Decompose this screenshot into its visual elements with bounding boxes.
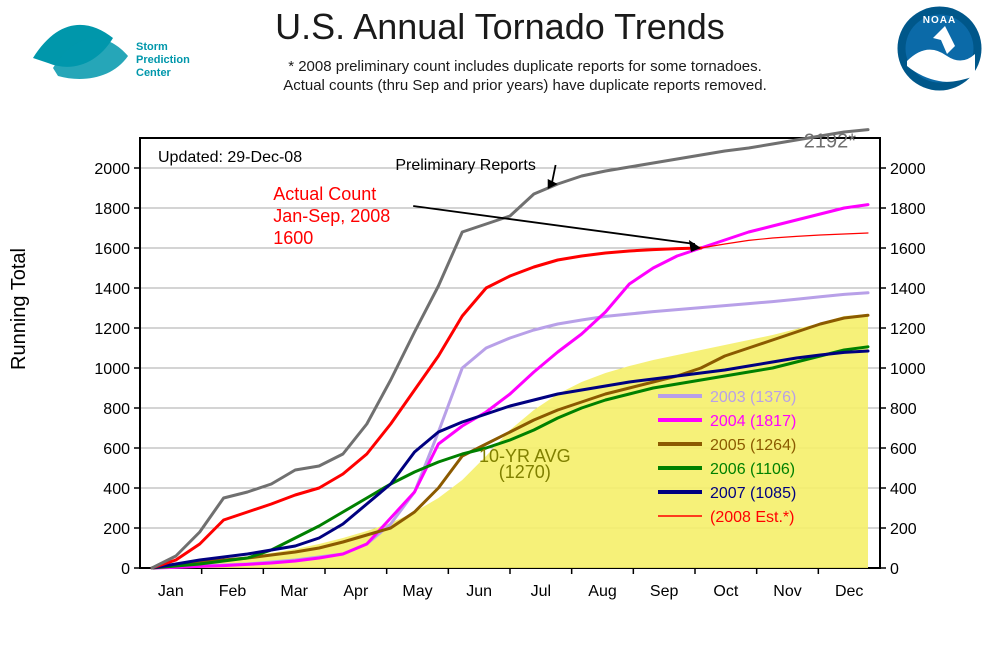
svg-text:800: 800 — [890, 401, 917, 418]
svg-text:800: 800 — [103, 401, 130, 418]
svg-text:2004 (1817): 2004 (1817) — [710, 413, 796, 430]
svg-text:Jan: Jan — [158, 583, 184, 600]
svg-text:2003 (1376): 2003 (1376) — [710, 389, 796, 406]
svg-text:Dec: Dec — [835, 583, 863, 600]
y-axis-label: Running Total — [8, 248, 31, 370]
svg-text:Aug: Aug — [588, 583, 616, 600]
svg-text:Mar: Mar — [280, 583, 308, 600]
svg-text:1200: 1200 — [94, 321, 130, 338]
svg-text:200: 200 — [103, 521, 130, 538]
svg-text:2000: 2000 — [890, 161, 926, 178]
svg-text:400: 400 — [890, 481, 917, 498]
svg-text:400: 400 — [103, 481, 130, 498]
subtitle-line2: Actual counts (thru Sep and prior years)… — [283, 77, 767, 94]
spc-text-3: Center — [136, 67, 172, 79]
svg-text:2007 (1085): 2007 (1085) — [710, 485, 796, 502]
chart-container: 0 0 200 200 400 400 600 600 800 800 1000 1000 1200 12… — [60, 128, 960, 628]
svg-text:Preliminary Reports: Preliminary Reports — [395, 157, 535, 174]
svg-text:1800: 1800 — [890, 201, 926, 218]
svg-text:(1270): (1270) — [499, 462, 551, 482]
svg-text:1600: 1600 — [94, 241, 130, 258]
svg-text:1200: 1200 — [890, 321, 926, 338]
svg-text:1600: 1600 — [890, 241, 926, 258]
svg-text:600: 600 — [890, 441, 917, 458]
svg-text:Jul: Jul — [531, 583, 551, 600]
svg-text:Oct: Oct — [713, 583, 738, 600]
svg-text:2006 (1106): 2006 (1106) — [710, 461, 795, 478]
svg-text:Actual Count: Actual Count — [273, 184, 376, 204]
svg-text:200: 200 — [890, 521, 917, 538]
svg-text:1400: 1400 — [94, 281, 130, 298]
svg-text:Updated: 29-Dec-08: Updated: 29-Dec-08 — [158, 149, 302, 166]
svg-text:May: May — [402, 583, 432, 600]
svg-text:(2008 Est.*): (2008 Est.*) — [710, 509, 794, 526]
spc-text-2: Prediction — [136, 54, 190, 66]
svg-text:1000: 1000 — [890, 361, 926, 378]
svg-text:1600: 1600 — [273, 228, 313, 248]
svg-text:Feb: Feb — [219, 583, 247, 600]
page: Storm Prediction Center NOAA U.S. Annual… — [0, 0, 1000, 650]
subtitle: * 2008 preliminary count includes duplic… — [200, 58, 850, 96]
svg-text:1800: 1800 — [94, 201, 130, 218]
svg-text:Sep: Sep — [650, 583, 679, 600]
svg-text:2000: 2000 — [94, 161, 130, 178]
svg-text:Apr: Apr — [343, 583, 369, 600]
svg-text:0: 0 — [121, 561, 130, 578]
svg-text:1400: 1400 — [890, 281, 926, 298]
svg-text:2005 (1264): 2005 (1264) — [710, 437, 796, 454]
svg-text:0: 0 — [890, 561, 899, 578]
svg-text:1000: 1000 — [94, 361, 130, 378]
page-title: U.S. Annual Tornado Trends — [0, 6, 1000, 48]
svg-text:Nov: Nov — [773, 583, 801, 600]
svg-text:600: 600 — [103, 441, 130, 458]
subtitle-line1: * 2008 preliminary count includes duplic… — [288, 58, 762, 75]
svg-text:Jan-Sep, 2008: Jan-Sep, 2008 — [273, 206, 390, 226]
svg-text:Jun: Jun — [466, 583, 492, 600]
svg-text:2192*: 2192* — [804, 131, 856, 153]
chart-svg: 0 0 200 200 400 400 600 600 800 800 1000 1000 1200 12… — [60, 128, 960, 628]
